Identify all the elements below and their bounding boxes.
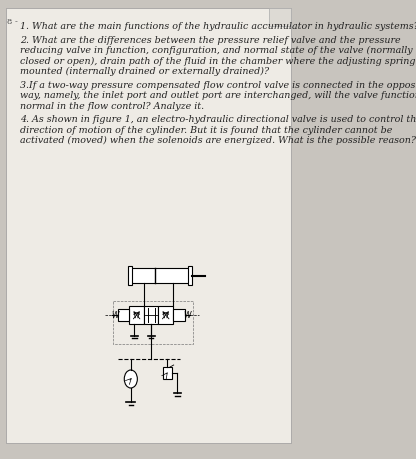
Text: 1. What are the main functions of the hydraulic accumulator in hydraulic systems: 1. What are the main functions of the hy…: [20, 22, 416, 31]
Text: 3.If a two-way pressure compensated flow control valve is connected in the oppos: 3.If a two-way pressure compensated flow…: [20, 80, 416, 90]
Text: reducing valve in function, configuration, and normal state of the valve (normal: reducing valve in function, configuratio…: [20, 46, 413, 55]
Text: 2. What are the differences between the pressure relief valve and the pressure: 2. What are the differences between the …: [20, 35, 401, 45]
Bar: [131, 268, 189, 283]
Bar: [173, 309, 185, 321]
Text: way, namely, the inlet port and outlet port are interchanged, will the valve fun: way, namely, the inlet port and outlet p…: [20, 91, 416, 100]
Text: mounted (internally drained or externally drained)?: mounted (internally drained or externall…: [20, 67, 270, 76]
Bar: [118, 309, 129, 321]
Bar: [129, 306, 144, 324]
Circle shape: [124, 370, 137, 388]
Text: 8 -: 8 -: [7, 18, 18, 26]
Bar: [188, 266, 192, 285]
Text: activated (moved) when the solenoids are energized. What is the possible reason?: activated (moved) when the solenoids are…: [20, 136, 416, 145]
Bar: [269, 8, 292, 26]
Text: normal in the flow control? Analyze it.: normal in the flow control? Analyze it.: [20, 101, 205, 111]
Bar: [144, 306, 158, 324]
Bar: [128, 266, 131, 285]
Text: closed or open), drain path of the fluid in the chamber where the adjusting spri: closed or open), drain path of the fluid…: [20, 56, 416, 66]
Text: W: W: [184, 310, 191, 319]
Bar: [158, 306, 173, 324]
Bar: [163, 367, 171, 379]
Text: direction of motion of the cylinder. But it is found that the cylinder cannot be: direction of motion of the cylinder. But…: [20, 125, 393, 134]
Bar: [114, 301, 193, 344]
Text: 4. As shown in figure 1, an electro-hydraulic directional valve is used to contr: 4. As shown in figure 1, an electro-hydr…: [20, 115, 416, 124]
Text: W: W: [111, 310, 119, 319]
